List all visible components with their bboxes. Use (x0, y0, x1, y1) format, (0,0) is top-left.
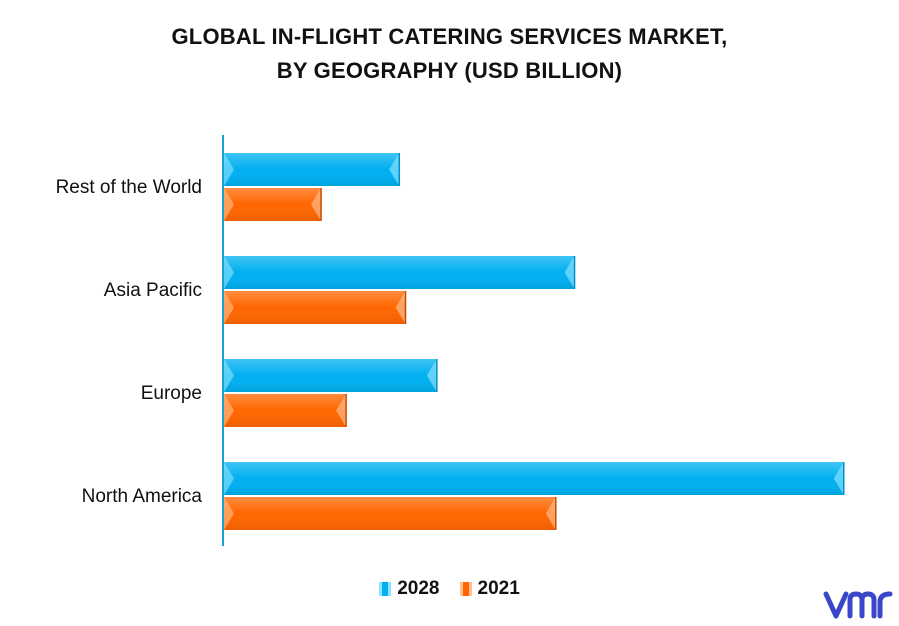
bar-europe-2028 (224, 359, 438, 392)
legend-label-2021: 2021 (477, 578, 520, 599)
bar-bevel-right (389, 153, 400, 186)
bar-gloss (224, 462, 844, 495)
bar-gloss (224, 497, 556, 530)
legend-item-2028: 2028 (379, 578, 440, 600)
bar-asia-pacific-2028 (224, 256, 576, 289)
bar-bevel-left (224, 291, 234, 324)
bars-group (224, 153, 845, 530)
bar-bevel-right (311, 188, 322, 221)
vmr-logo-icon (823, 591, 893, 619)
bar-bevel-left (224, 394, 234, 427)
legend-label-2028: 2028 (397, 578, 440, 599)
bar-gloss (224, 153, 400, 186)
bar-rest-of-the-world-2028 (224, 153, 401, 186)
bar-rest-of-the-world-2021 (224, 188, 322, 221)
bar-gloss (224, 359, 437, 392)
bar-north-america-2028 (224, 462, 845, 495)
legend: 2028 2021 (0, 578, 899, 600)
category-labels: Rest of the World Asia Pacific Europe North… (56, 177, 203, 507)
bar-bevel-right (833, 462, 844, 495)
chart-title: GLOBAL IN-FLIGHT CATERING SERVICES MARKE… (0, 20, 899, 88)
bar-bevel-left (224, 256, 234, 289)
bar-gloss (224, 394, 347, 427)
bar-bevel-left (224, 462, 234, 495)
legend-swatch-2021 (459, 582, 472, 596)
legend-item-2021: 2021 (459, 578, 520, 600)
category-label-north-america: North America (82, 486, 203, 507)
bar-bevel-right (426, 359, 437, 392)
category-label-europe: Europe (141, 383, 202, 404)
bar-bevel-left (224, 153, 234, 186)
bar-gloss (224, 188, 322, 221)
bar-europe-2021 (224, 394, 347, 427)
category-label-asia-pacific: Asia Pacific (104, 280, 202, 301)
bar-bevel-left (224, 188, 234, 221)
bar-asia-pacific-2021 (224, 291, 407, 324)
bar-bevel-right (336, 394, 347, 427)
chart-title-line-2: BY GEOGRAPHY (USD BILLION) (276, 58, 623, 83)
bar-north-america-2021 (224, 497, 557, 530)
bar-gloss (224, 291, 406, 324)
bar-bevel-left (224, 359, 234, 392)
bar-bevel-left (224, 497, 234, 530)
bar-gloss (224, 256, 575, 289)
chart-title-line-1: GLOBAL IN-FLIGHT CATERING SERVICES MARKE… (171, 24, 728, 49)
legend-swatch-2028 (379, 582, 392, 596)
bar-bevel-right (395, 291, 406, 324)
bar-bevel-right (545, 497, 556, 530)
bar-bevel-right (564, 256, 575, 289)
category-label-rest-of-the-world: Rest of the World (56, 177, 202, 198)
